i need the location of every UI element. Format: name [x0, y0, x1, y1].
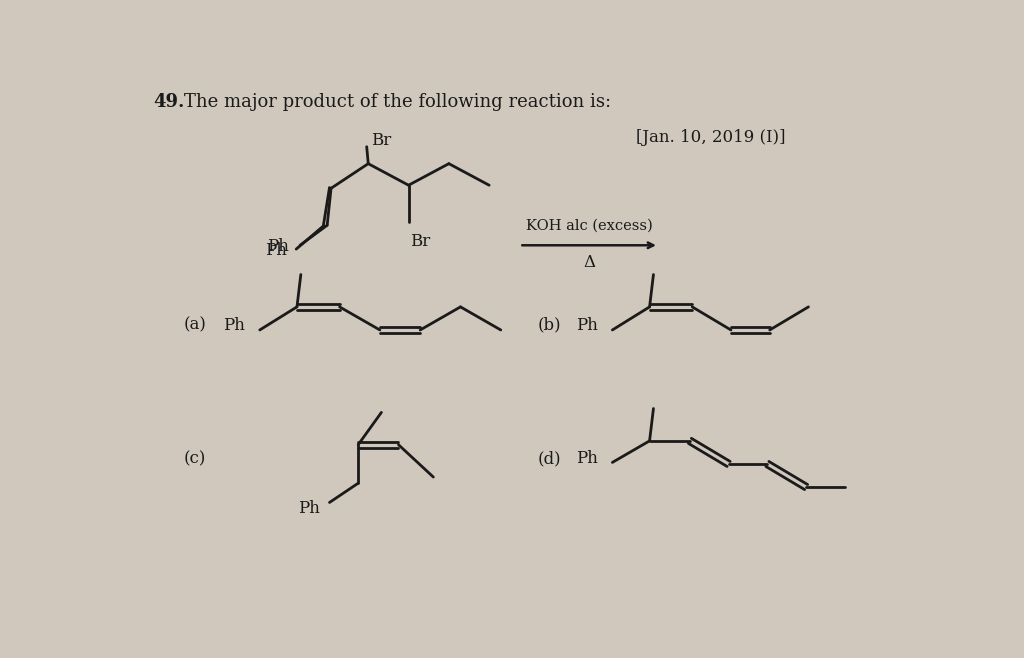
Text: The major product of the following reaction is:: The major product of the following react…	[183, 93, 611, 111]
Text: Δ: Δ	[583, 255, 595, 272]
Text: 49.: 49.	[153, 93, 184, 111]
Text: Ph: Ph	[266, 238, 289, 255]
Text: (d): (d)	[538, 450, 561, 467]
Text: Br: Br	[372, 132, 391, 149]
Text: Ph: Ph	[298, 500, 319, 517]
Text: Ph: Ph	[575, 317, 598, 334]
Text: Ph: Ph	[222, 317, 245, 334]
Text: (c): (c)	[183, 450, 206, 467]
Text: Ph: Ph	[575, 450, 598, 467]
Text: KOH alc (excess): KOH alc (excess)	[525, 219, 652, 233]
Text: Br: Br	[410, 233, 430, 250]
Text: (a): (a)	[183, 317, 207, 334]
Text: Ph: Ph	[265, 242, 287, 259]
Text: (b): (b)	[538, 317, 561, 334]
Text: [Jan. 10, 2019 (I)]: [Jan. 10, 2019 (I)]	[636, 129, 785, 146]
